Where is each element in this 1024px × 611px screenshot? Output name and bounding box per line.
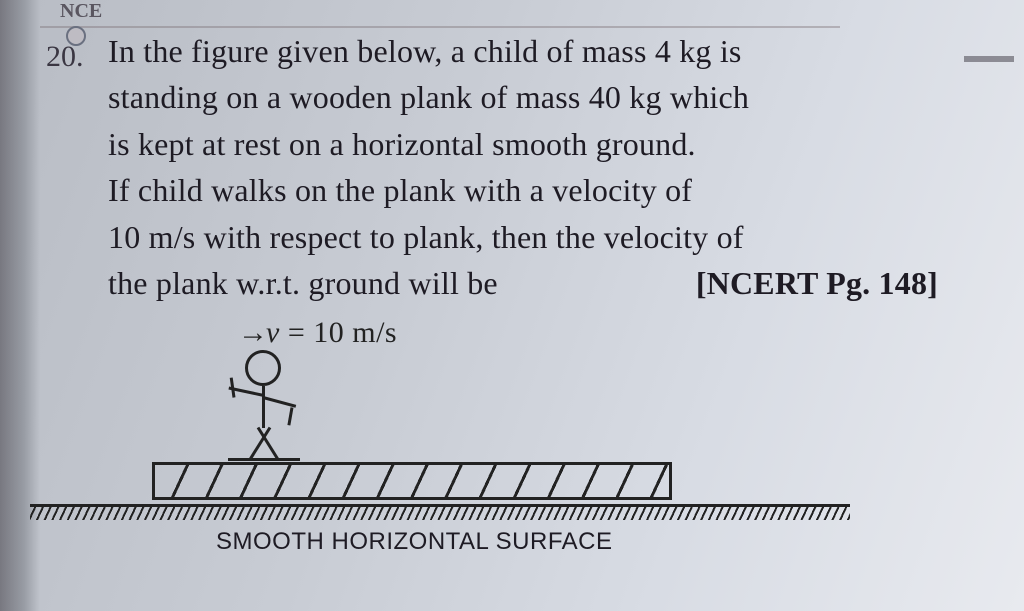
question-line-2: standing on a wooden plank of mass 40 kg… <box>108 79 749 115</box>
question-line-6: the plank w.r.t. ground will be <box>108 265 498 301</box>
page: NCE 20. In the figure given below, a chi… <box>0 0 1024 611</box>
velocity-variable: v <box>266 316 280 349</box>
ground-hatching <box>30 504 850 520</box>
child-arm-right <box>263 396 297 408</box>
question-text: In the figure given below, a child of ma… <box>108 28 938 306</box>
prev-question-fragment: NCE <box>60 0 102 23</box>
child-head-icon <box>245 350 281 386</box>
question-line-1: In the figure given below, a child of ma… <box>108 33 742 69</box>
figure: →v = 10 m/s SMOOTH HORIZONTAL SURFACE <box>140 316 860 586</box>
child-torso <box>262 386 265 428</box>
child-base <box>228 458 300 461</box>
child-forearm-right <box>287 407 293 425</box>
question-line-5: 10 m/s with respect to plank, then the v… <box>108 219 744 255</box>
velocity-value: = 10 m/s <box>280 316 397 349</box>
plank-hatching <box>155 465 669 497</box>
page-edge-mark <box>964 56 1014 62</box>
prev-question-divider <box>40 0 840 28</box>
question-line-3: is kept at rest on a horizontal smooth g… <box>108 126 696 162</box>
wooden-plank <box>152 462 672 500</box>
velocity-label: →v = 10 m/s <box>238 316 397 350</box>
question-reference: [NCERT Pg. 148] <box>696 260 938 306</box>
arrow-right-icon: → <box>238 316 266 349</box>
question-number: 20. <box>46 40 84 74</box>
surface-label: SMOOTH HORIZONTAL SURFACE <box>216 528 613 556</box>
question-line-4: If child walks on the plank with a veloc… <box>108 172 692 208</box>
